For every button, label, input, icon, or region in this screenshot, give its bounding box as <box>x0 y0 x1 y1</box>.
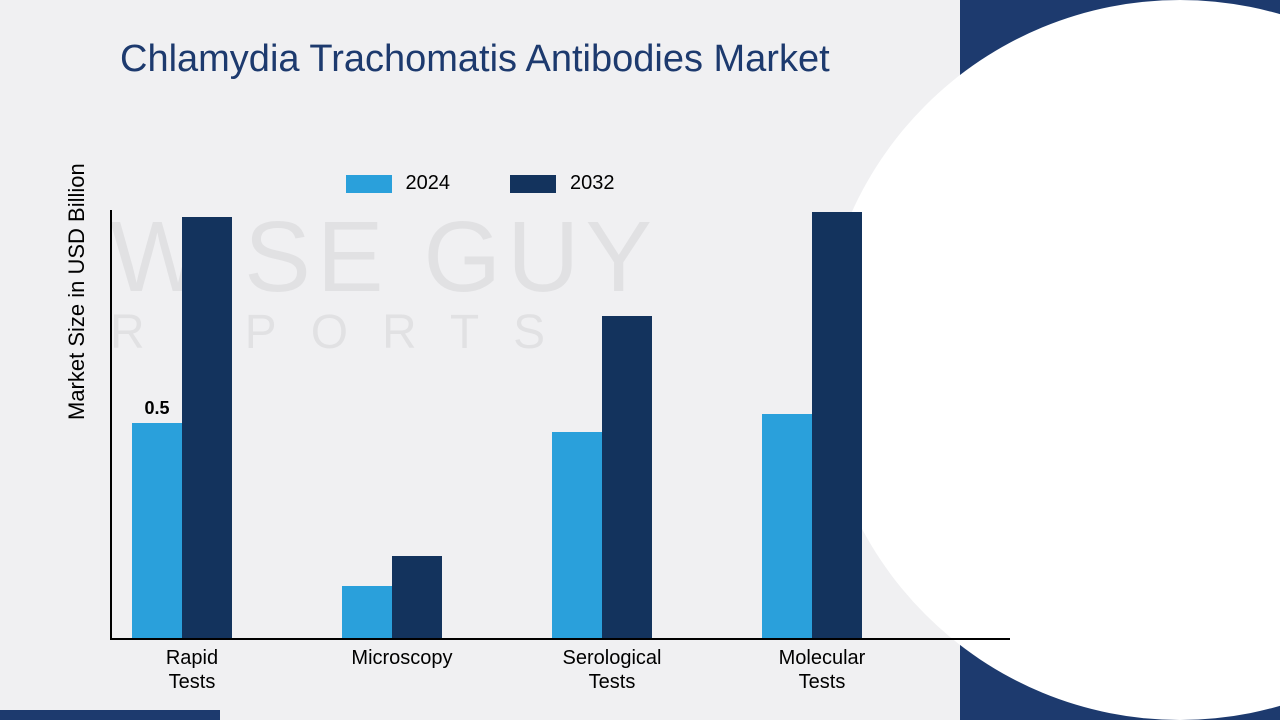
chart-title: Chlamydia Trachomatis Antibodies Market <box>120 38 840 82</box>
bar-2032 <box>812 212 862 638</box>
bar-2024: 0.5 <box>132 423 182 638</box>
legend-swatch-2032 <box>510 175 556 193</box>
legend-item-2024: 2024 <box>346 172 451 195</box>
x-axis-category-label: SerologicalTests <box>522 646 702 694</box>
legend: 2024 2032 <box>0 172 960 195</box>
x-axis-category-label: RapidTests <box>102 646 282 694</box>
y-axis-label: Market Size in USD Billion <box>64 163 90 420</box>
legend-item-2032: 2032 <box>510 172 615 195</box>
legend-swatch-2024 <box>346 175 392 193</box>
logo-sub-text: REPORTS <box>1094 60 1250 76</box>
bar-2032 <box>602 316 652 639</box>
legend-label-2024: 2024 <box>406 172 451 195</box>
bar-2024 <box>342 586 392 638</box>
legend-label-2032: 2032 <box>570 172 615 195</box>
bottom-accent-bar <box>0 710 220 720</box>
bar-2024 <box>762 414 812 638</box>
chart-plot-area: 0.5RapidTestsMicroscopySerologicalTestsM… <box>110 210 1010 640</box>
bar-2024 <box>552 432 602 638</box>
bar-value-label: 0.5 <box>144 398 169 419</box>
bar-2032 <box>392 556 442 638</box>
x-axis-category-label: MolecularTests <box>732 646 912 694</box>
brand-logo: WISEGUY REPORTS <box>1094 28 1250 76</box>
bar-2032 <box>182 217 232 638</box>
logo-main-text: WISEGUY <box>1094 28 1250 62</box>
x-axis-category-label: Microscopy <box>312 646 492 670</box>
